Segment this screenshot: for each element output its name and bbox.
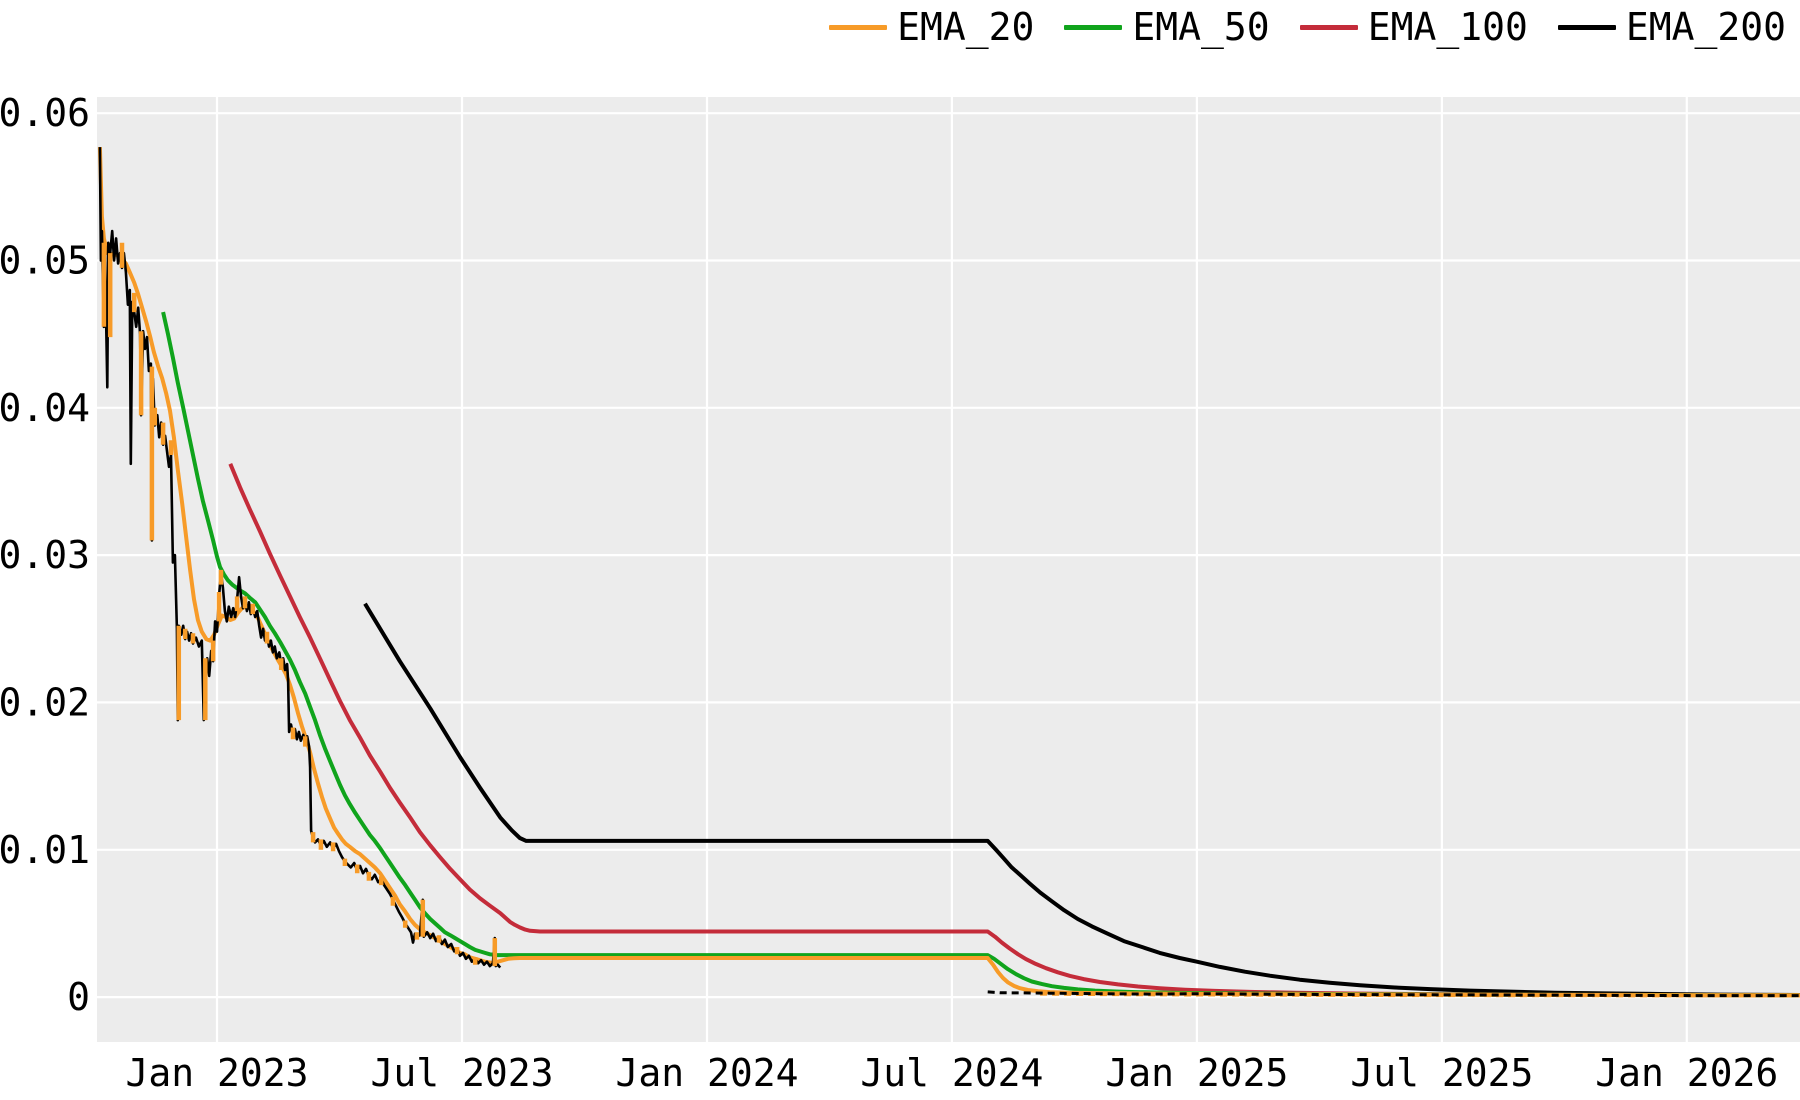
y-tick-label: 0.03	[0, 533, 90, 577]
legend-swatch	[1557, 24, 1616, 30]
price-resumed-line	[987, 990, 1800, 998]
y-tick-label: 0	[67, 975, 90, 1019]
legend-swatch	[1299, 24, 1358, 30]
plot-background	[97, 97, 1800, 1042]
x-tick-label: Jan 2025	[1105, 1051, 1288, 1095]
y-tick-label: 0.04	[0, 386, 90, 430]
x-tick-label: Jan 2024	[615, 1051, 798, 1095]
y-tick-label: 0.05	[0, 239, 90, 283]
x-tick-label: Jan 2026	[1595, 1051, 1778, 1095]
legend-item-label: EMA_20	[897, 5, 1035, 49]
x-tick-label: Jul 2025	[1350, 1051, 1533, 1095]
legend-item-ema200: EMA_200	[1557, 5, 1786, 49]
legend-swatch	[829, 24, 888, 30]
ema200-line	[363, 602, 1800, 997]
price-up-bars-line	[101, 242, 498, 967]
legend-item-label: EMA_100	[1367, 5, 1528, 49]
legend-item-ema50: EMA_50	[1064, 5, 1270, 49]
legend-item-label: EMA_50	[1132, 5, 1270, 49]
legend-item-ema20: EMA_20	[829, 8, 1034, 46]
x-tick-label: Jul 2024	[860, 1051, 1043, 1095]
ema100-line	[228, 463, 1800, 998]
legend: EMA_20 EMA_50 EMA_100 EMA_200	[829, 8, 1786, 46]
legend-item-label: EMA_200	[1625, 5, 1786, 49]
y-tick-label: 0.02	[0, 680, 90, 724]
x-tick-label: Jul 2023	[370, 1051, 553, 1095]
y-tick-label: 0.06	[0, 91, 90, 135]
ema20-line	[97, 147, 1800, 998]
ema50-line	[161, 311, 1800, 998]
y-tick-label: 0.01	[0, 828, 90, 872]
legend-swatch	[1064, 24, 1123, 30]
x-tick-label: Jan 2023	[125, 1051, 308, 1095]
legend-item-ema100: EMA_100	[1299, 5, 1528, 49]
